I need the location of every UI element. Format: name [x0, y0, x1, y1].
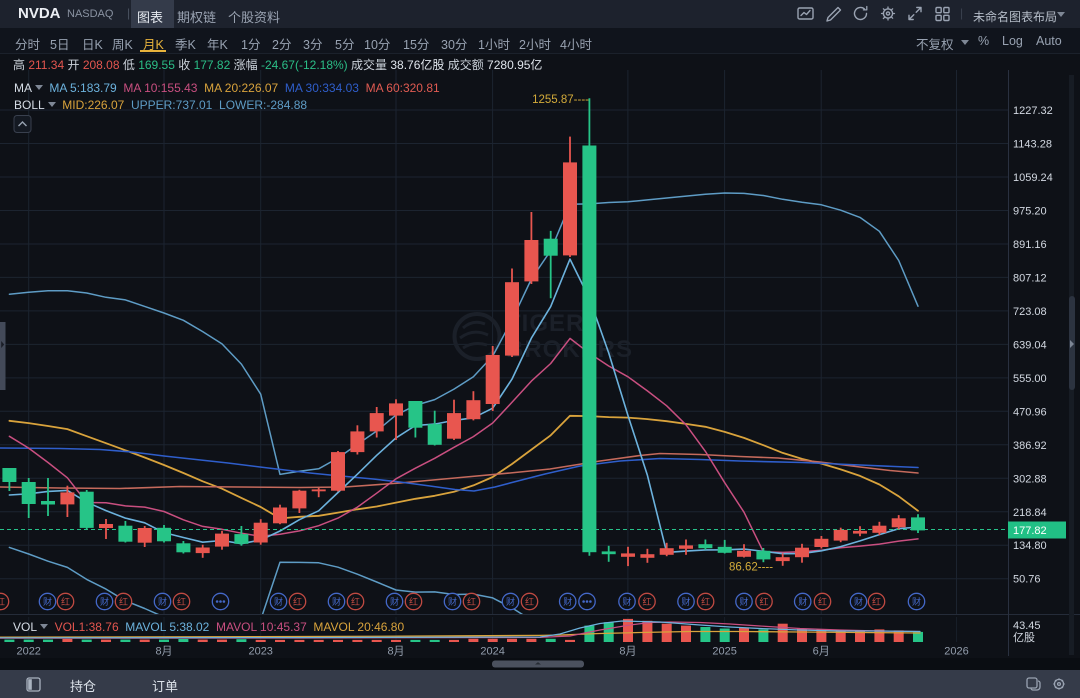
svg-text:红: 红: [467, 596, 476, 607]
svg-text:红: 红: [61, 596, 70, 607]
svg-text:红: 红: [409, 596, 418, 607]
svg-text:财: 财: [100, 596, 109, 607]
svg-text:红: 红: [177, 596, 186, 607]
svg-text:218.84: 218.84: [1013, 507, 1047, 519]
svg-text:1255.87----: 1255.87----: [532, 94, 589, 106]
svg-text:财: 财: [563, 596, 572, 607]
svg-text:财: 财: [912, 596, 921, 607]
svg-text:红: 红: [351, 596, 360, 607]
svg-text:302.88: 302.88: [1013, 473, 1047, 485]
svg-text:386.92: 386.92: [1013, 440, 1047, 452]
svg-text:红: 红: [701, 596, 710, 607]
svg-text:财: 财: [448, 596, 457, 607]
svg-text:470.96: 470.96: [1013, 406, 1047, 418]
svg-text:红: 红: [0, 596, 5, 607]
svg-text:2022: 2022: [16, 646, 40, 658]
svg-text:红: 红: [293, 596, 302, 607]
svg-text:财: 财: [854, 596, 863, 607]
svg-text:1143.28: 1143.28: [1013, 139, 1052, 151]
svg-text:红: 红: [872, 596, 881, 607]
svg-text:财: 财: [43, 596, 52, 607]
svg-text:891.16: 891.16: [1013, 239, 1047, 251]
svg-text:红: 红: [818, 596, 827, 607]
svg-text:财: 财: [739, 596, 748, 607]
svg-text:财: 财: [798, 596, 807, 607]
svg-text:红: 红: [642, 596, 651, 607]
svg-text:177.82: 177.82: [1013, 525, 1047, 537]
svg-text:2023: 2023: [248, 646, 272, 658]
svg-text:8月: 8月: [619, 646, 636, 658]
svg-text:555.00: 555.00: [1013, 373, 1047, 385]
svg-text:财: 财: [332, 596, 341, 607]
svg-text:红: 红: [525, 596, 534, 607]
svg-text:财: 财: [274, 596, 283, 607]
svg-text:723.08: 723.08: [1013, 306, 1047, 318]
svg-text:1059.24: 1059.24: [1013, 172, 1053, 184]
svg-text:975.20: 975.20: [1013, 206, 1047, 218]
svg-text:43.45: 43.45: [1013, 620, 1041, 632]
svg-text:6月: 6月: [813, 646, 830, 658]
svg-text:2025: 2025: [712, 646, 736, 658]
svg-text:2024: 2024: [480, 646, 504, 658]
svg-text:财: 财: [622, 596, 631, 607]
svg-text:红: 红: [759, 596, 768, 607]
svg-text:财: 财: [681, 596, 690, 607]
svg-text:财: 财: [506, 596, 515, 607]
svg-text:财: 财: [158, 596, 167, 607]
svg-text:1227.32: 1227.32: [1013, 105, 1053, 117]
svg-text:807.12: 807.12: [1013, 272, 1047, 284]
svg-text:红: 红: [119, 596, 128, 607]
svg-text:8月: 8月: [155, 646, 172, 658]
svg-text:财: 财: [390, 596, 399, 607]
svg-text:2026: 2026: [944, 646, 968, 658]
svg-text:50.76: 50.76: [1013, 574, 1041, 586]
svg-text:639.04: 639.04: [1013, 339, 1047, 351]
svg-text:8月: 8月: [387, 646, 404, 658]
svg-text:134.80: 134.80: [1013, 540, 1047, 552]
svg-text:86.62----: 86.62----: [729, 562, 773, 574]
svg-text:亿股: 亿股: [1013, 631, 1035, 644]
